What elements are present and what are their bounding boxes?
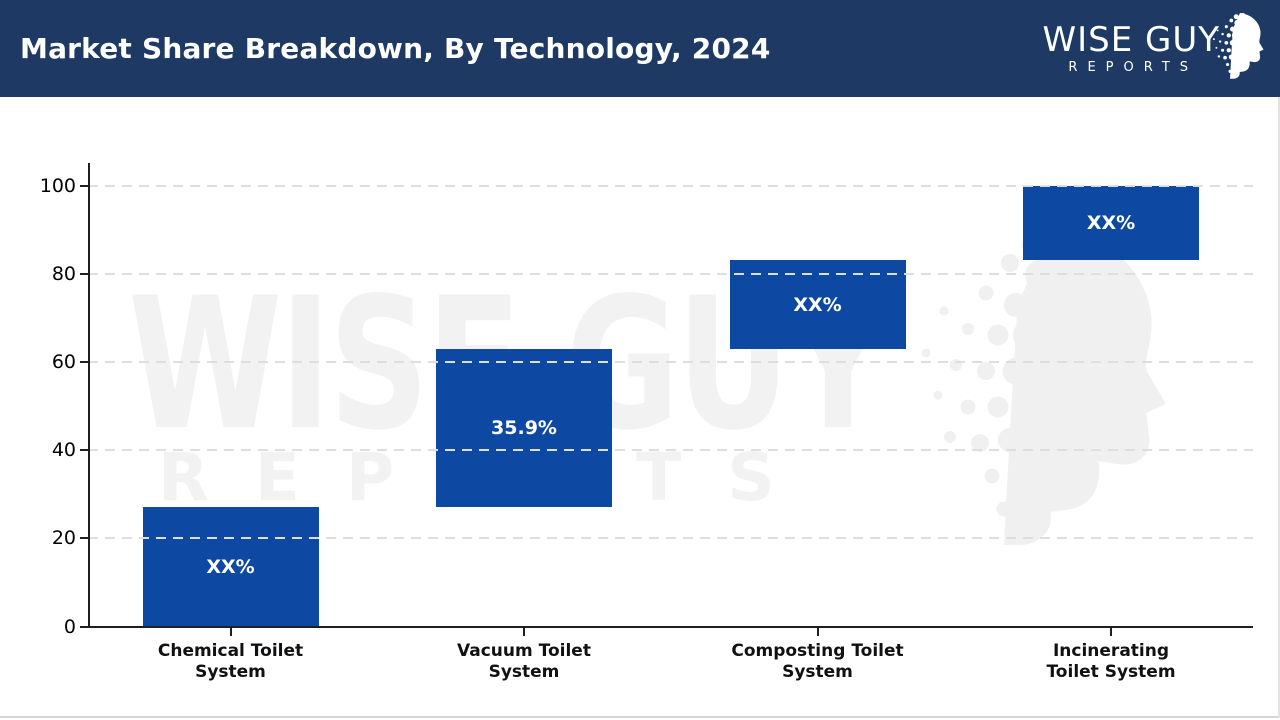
y-tick-20 — [80, 537, 88, 540]
y-tick-60 — [80, 360, 88, 363]
y-tick-label-40: 40 — [51, 439, 76, 462]
bar-value-label: XX% — [206, 555, 255, 578]
logo-wiseguy-text: WISE GUY — [1042, 20, 1220, 60]
category-label-2: Vacuum Toilet System — [414, 641, 634, 683]
bar-segment-2: 35.9% — [436, 349, 612, 508]
y-tick-100 — [80, 184, 88, 187]
bar-value-label: XX% — [793, 293, 842, 316]
y-tick-0 — [80, 625, 88, 628]
page-title: Market Share Breakdown, By Technology, 2… — [20, 32, 771, 65]
category-label-line: Toilet System — [1046, 661, 1176, 682]
category-label-line: System — [488, 661, 560, 682]
bar-segment-4: XX% — [1023, 185, 1199, 261]
bar-segment-1: XX% — [142, 507, 319, 627]
bar-value-label: XX% — [1086, 211, 1136, 234]
y-axis-spine — [88, 163, 90, 628]
y-tick-80 — [80, 272, 88, 275]
category-label-line: Incinerating — [1052, 640, 1170, 661]
logo-reports-text: REPORTS — [1068, 60, 1199, 75]
bar-value-label: 35.9% — [491, 417, 557, 440]
gridline-40 — [88, 449, 1253, 452]
category-label-1: Chemical Toilet System — [121, 641, 341, 683]
x-tick-3 — [816, 627, 819, 636]
wise-guy-reports-logo: WISE GUY REPORTS — [1042, 9, 1266, 89]
x-tick-1 — [229, 627, 232, 636]
y-tick-label-0: 0 — [63, 615, 76, 638]
logo-text: WISE GUY REPORTS — [1042, 23, 1220, 74]
y-tick-label-60: 60 — [51, 350, 76, 373]
category-label-line: Chemical Toilet — [157, 640, 304, 661]
bar-segment-3: XX% — [729, 260, 906, 350]
category-label-line: Composting Toilet — [731, 640, 904, 661]
y-tick-label-100: 100 — [39, 174, 76, 197]
category-label-line: System — [195, 661, 266, 682]
x-tick-4 — [1110, 627, 1112, 636]
x-axis-spine — [87, 625, 1253, 628]
gridline-60 — [88, 360, 1253, 363]
gridline-100 — [88, 184, 1253, 187]
category-label-line: System — [782, 661, 853, 682]
y-tick-label-20: 20 — [51, 527, 76, 550]
header-bar: Market Share Breakdown, By Technology, 2… — [0, 0, 1280, 97]
gridline-20 — [88, 537, 1253, 540]
category-label-line: Vacuum Toilet — [457, 640, 591, 661]
gridline-80 — [88, 272, 1253, 275]
y-tick-40 — [80, 449, 88, 452]
frame-bottom-border — [0, 716, 1280, 718]
y-tick-label-80: 80 — [51, 262, 76, 285]
frame-right-border — [1278, 97, 1280, 718]
category-label-3: Composting Toilet System — [708, 641, 928, 683]
x-tick-2 — [523, 627, 525, 636]
category-label-4: Incinerating Toilet System — [1001, 641, 1221, 683]
